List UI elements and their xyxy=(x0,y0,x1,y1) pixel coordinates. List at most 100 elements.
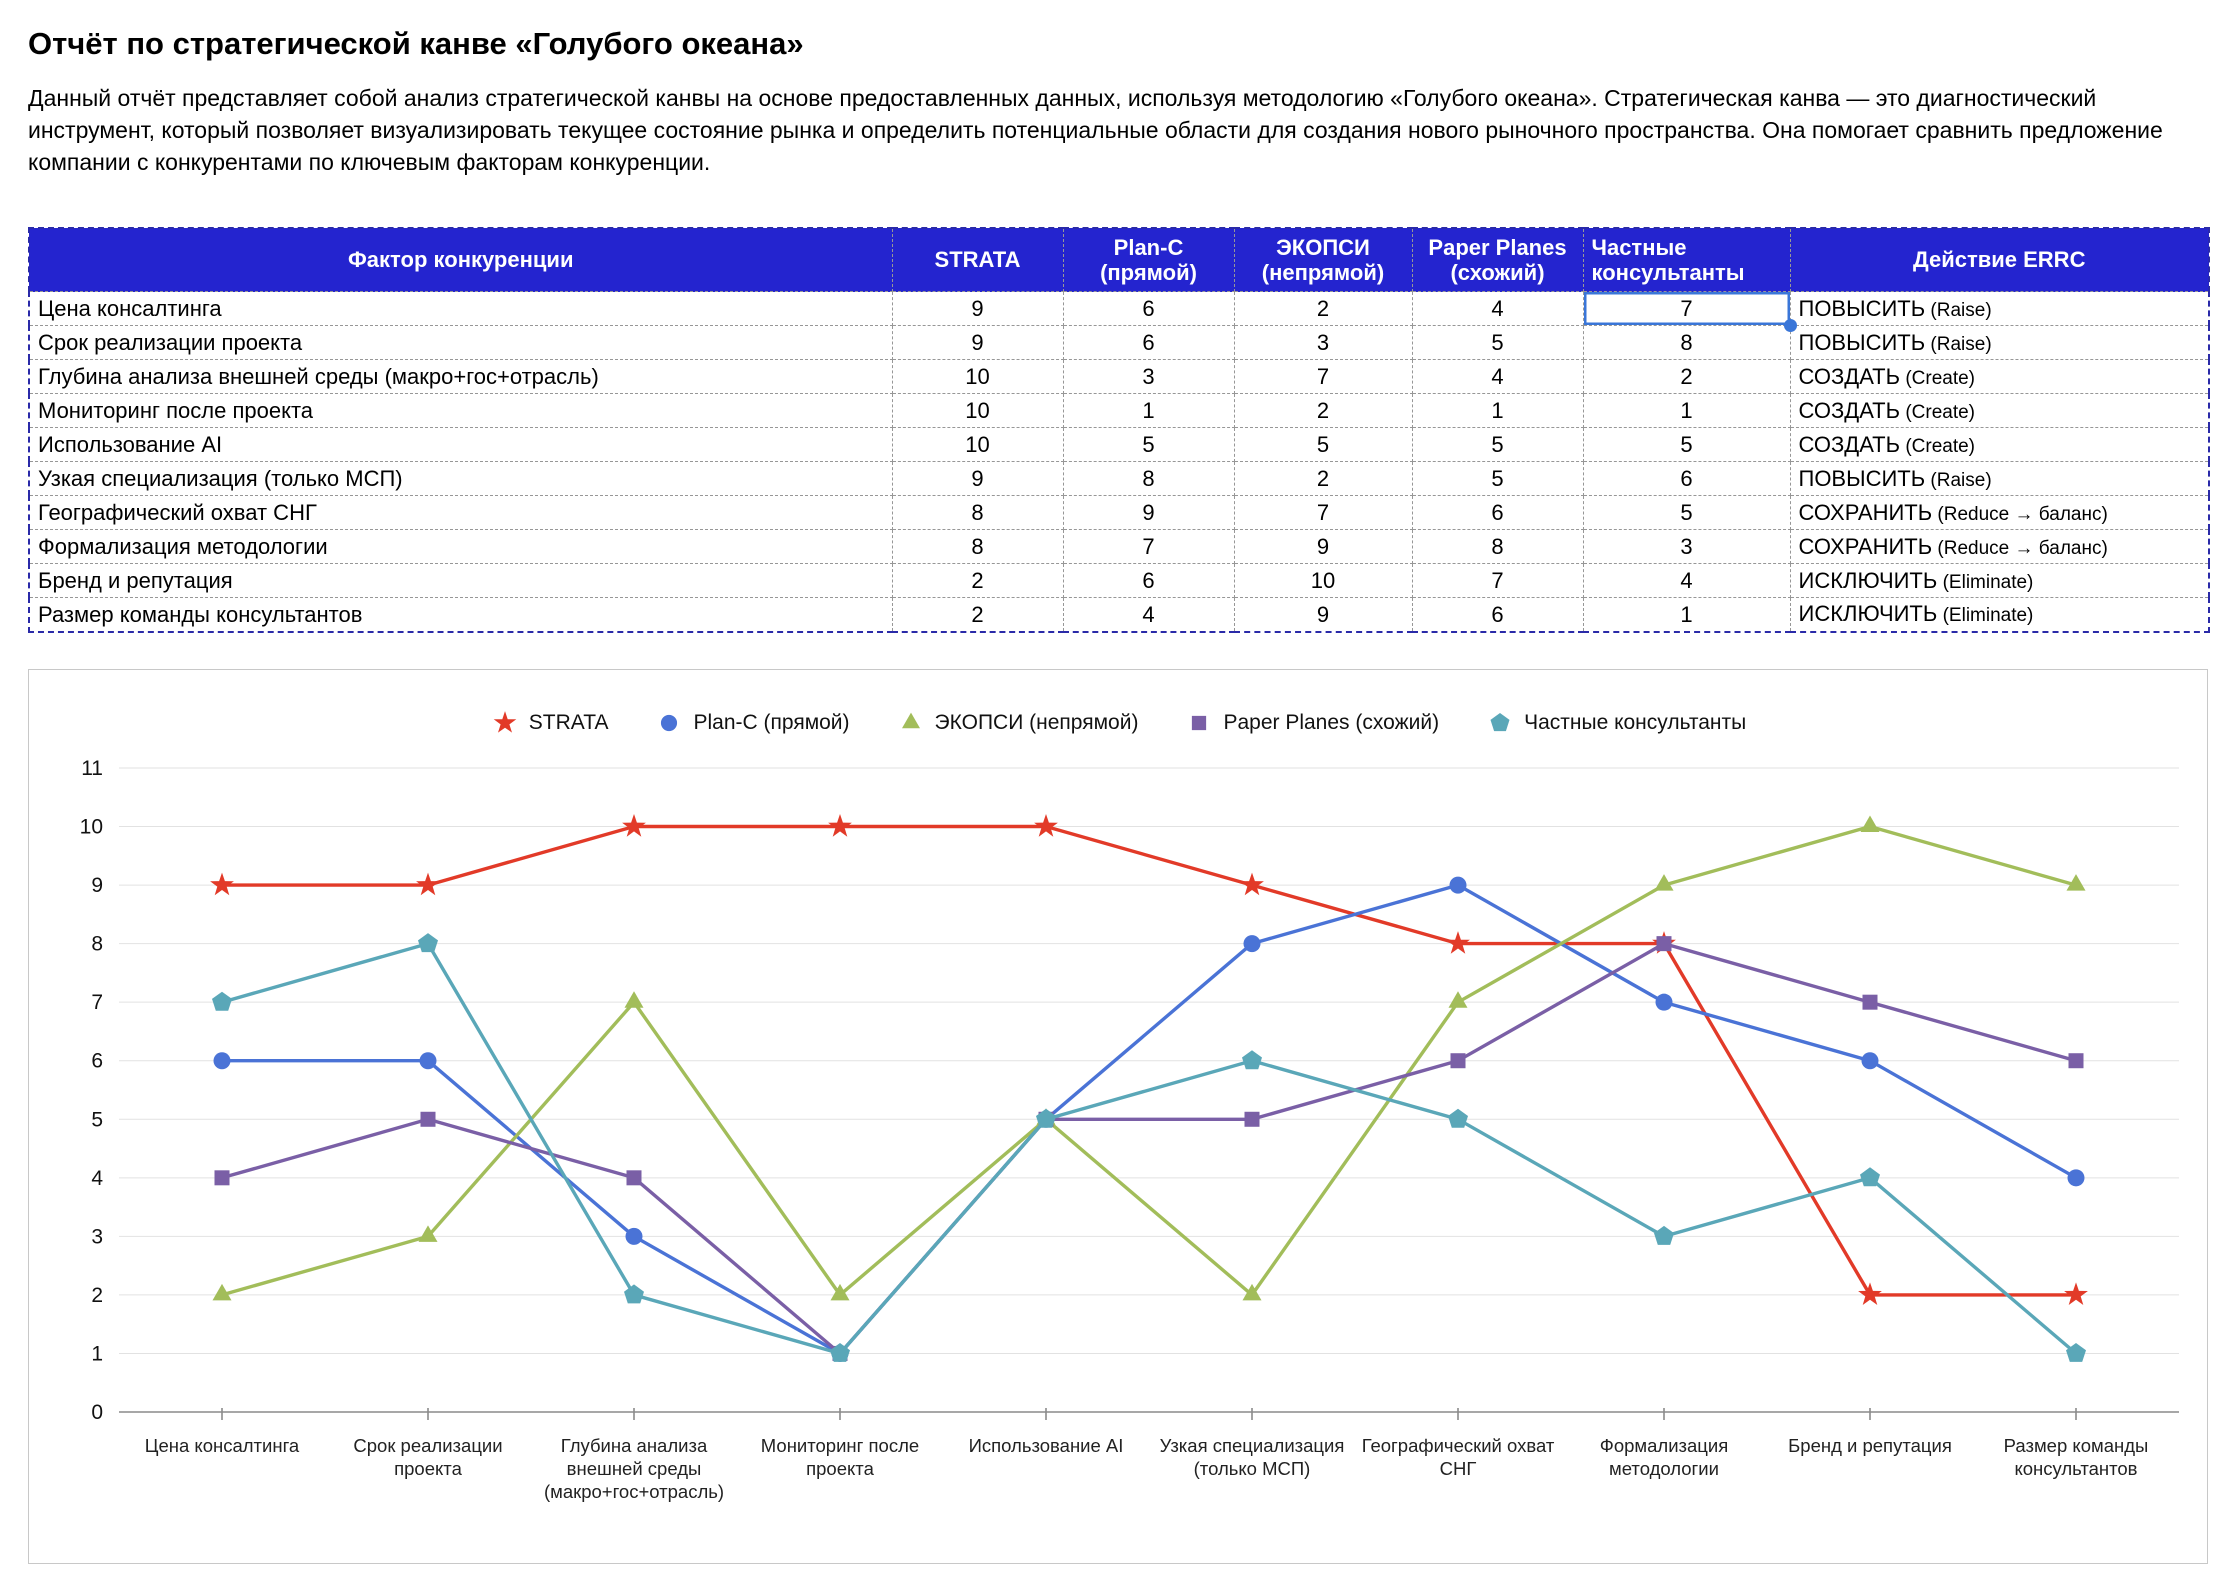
factor-cell[interactable]: Географический охват СНГ xyxy=(28,495,893,531)
value-cell[interactable]: 7 xyxy=(1233,495,1413,531)
gridlines: 0 1 2 3 4 5 6 7 8 9 10 11 xyxy=(80,757,2179,1424)
value-cell[interactable]: 5 xyxy=(1411,427,1584,463)
value-cell[interactable]: 2 xyxy=(1233,461,1413,497)
factor-cell[interactable]: Срок реализации проекта xyxy=(28,325,893,361)
column-header[interactable]: Фактор конкуренции xyxy=(28,227,893,293)
value-cell[interactable]: 10 xyxy=(891,393,1064,429)
value-cell[interactable]: 4 xyxy=(1582,563,1791,599)
errc-action-detail: (Eliminate) xyxy=(1937,571,2034,593)
errc-action-cell[interactable]: ПОВЫСИТЬ (Raise) xyxy=(1789,461,2210,497)
column-header[interactable]: Действие ERRC xyxy=(1789,227,2210,293)
column-header[interactable]: Paper Planes (схожий) xyxy=(1411,227,1584,293)
strategy-canvas-chart: 0 1 2 3 4 5 6 7 8 9 10 11 Цена консалтинга Срок реали… xyxy=(80,757,2179,1502)
value-cell[interactable]: 6 xyxy=(1062,291,1235,327)
value-cell[interactable]: 4 xyxy=(1062,597,1235,633)
value-cell[interactable]: 1 xyxy=(1062,393,1235,429)
strategy-canvas-chart-box[interactable]: STRATA Plan-C (прямой) ЭКОПСИ (непрямой) Pa… xyxy=(28,668,2208,1564)
value-cell[interactable]: 5 xyxy=(1062,427,1235,463)
value-cell[interactable]: 7 xyxy=(1062,529,1235,565)
errc-action-cell[interactable]: СОЗДАТЬ (Create) xyxy=(1789,359,2210,395)
value-cell[interactable]: 1 xyxy=(1411,393,1584,429)
factor-cell[interactable]: Цена консалтинга xyxy=(28,291,893,327)
value-cell[interactable]: 9 xyxy=(891,291,1064,327)
value-cell[interactable]: 10 xyxy=(891,359,1064,395)
value-cell[interactable]: 6 xyxy=(1582,461,1791,497)
value-cell[interactable]: 10 xyxy=(891,427,1064,463)
page-title: Отчёт по стратегической канве «Голубого … xyxy=(28,26,804,61)
svg-text:7: 7 xyxy=(91,991,103,1014)
value-cell[interactable]: 1 xyxy=(1582,393,1791,429)
value-cell[interactable]: 4 xyxy=(1411,291,1584,327)
errc-action-cell[interactable]: ИСКЛЮЧИТЬ (Eliminate) xyxy=(1789,563,2210,599)
value-cell[interactable]: 5 xyxy=(1233,427,1413,463)
value-cell[interactable]: 9 xyxy=(891,325,1064,361)
value-cell[interactable]: 9 xyxy=(1233,529,1413,565)
errc-action-cell[interactable]: СОХРАНИТЬ (Reduce → баланс) xyxy=(1789,529,2210,565)
value-cell[interactable]: 6 xyxy=(1062,563,1235,599)
factor-cell[interactable]: Бренд и репутация xyxy=(28,563,893,599)
pentagon-marker-icon xyxy=(1490,712,1510,731)
factor-cell[interactable]: Размер команды консультантов xyxy=(28,597,893,633)
factor-cell[interactable]: Глубина анализа внешней среды (макро+гос… xyxy=(28,359,893,395)
factor-cell[interactable]: Мониторинг после проекта xyxy=(28,393,893,429)
value-cell[interactable]: 2 xyxy=(1582,359,1791,395)
factor-cell[interactable]: Использование AI xyxy=(28,427,893,463)
legend-item: ЭКОПСИ (непрямой) xyxy=(896,710,1138,736)
value-cell[interactable]: 8 xyxy=(1062,461,1235,497)
column-header[interactable]: ЭКОПСИ (непрямой) xyxy=(1233,227,1413,293)
errc-action-label: ПОВЫСИТЬ xyxy=(1798,465,1926,491)
value-cell[interactable]: 5 xyxy=(1411,461,1584,497)
table-row: Размер команды консультантов 2 4 9 6 1 ИСКЛЮЧИ… xyxy=(28,597,2210,633)
value-cell[interactable]: 6 xyxy=(1411,495,1584,531)
series-star xyxy=(210,813,2088,1305)
selection-handle[interactable] xyxy=(1783,319,1797,333)
value-cell[interactable]: 10 xyxy=(1233,563,1413,599)
value-cell[interactable]: 9 xyxy=(1233,597,1413,633)
table-row: Бренд и репутация 2 6 10 7 4 ИСКЛЮЧИТЬ (Elimin… xyxy=(28,563,2210,599)
value-cell[interactable]: 8 xyxy=(1411,529,1584,565)
value-cell[interactable]: 4 xyxy=(1411,359,1584,395)
value-cell[interactable]: 7 xyxy=(1411,563,1584,599)
errc-action-cell[interactable]: ИСКЛЮЧИТЬ (Eliminate) xyxy=(1789,597,2210,633)
svg-text:Бренд и репутация: Бренд и репутация xyxy=(1788,1435,1952,1456)
value-cell[interactable]: 2 xyxy=(891,597,1064,633)
errc-action-cell[interactable]: ПОВЫСИТЬ (Raise) xyxy=(1789,291,2210,327)
svg-text:5: 5 xyxy=(91,1108,103,1131)
value-cell[interactable]: 7 xyxy=(1233,359,1413,395)
value-cell[interactable]: 9 xyxy=(891,461,1064,497)
column-header[interactable]: STRATA xyxy=(891,227,1064,293)
value-cell[interactable]: 5 xyxy=(1582,495,1791,531)
x-axis: Цена консалтинга Срок реализации проекта Гл… xyxy=(145,1407,2148,1502)
column-header[interactable]: Частные консультанты xyxy=(1582,227,1791,293)
value-cell[interactable]: 9 xyxy=(1062,495,1235,531)
value-cell[interactable]: 8 xyxy=(891,529,1064,565)
legend-item: Plan-C (прямой) xyxy=(654,710,850,736)
table-row: Глубина анализа внешней среды (макро+гос… xyxy=(28,359,2210,395)
value-cell[interactable]: 3 xyxy=(1062,359,1235,395)
value-cell[interactable]: 2 xyxy=(891,563,1064,599)
value-cell[interactable]: 2 xyxy=(1233,393,1413,429)
errc-action-cell[interactable]: СОЗДАТЬ (Create) xyxy=(1789,393,2210,429)
value-cell[interactable]: 8 xyxy=(1582,325,1791,361)
value-cell[interactable]: 7 xyxy=(1582,291,1797,333)
value-cell[interactable]: 5 xyxy=(1411,325,1584,361)
series-square xyxy=(214,935,2084,1361)
factor-cell[interactable]: Формализация методологии xyxy=(28,529,893,565)
value-cell[interactable]: 3 xyxy=(1233,325,1413,361)
legend-item: Paper Planes (схожий) xyxy=(1184,710,1439,736)
value-cell[interactable]: 5 xyxy=(1582,427,1791,463)
value-cell[interactable]: 6 xyxy=(1411,597,1584,633)
errc-action-cell[interactable]: СОЗДАТЬ (Create) xyxy=(1789,427,2210,463)
svg-text:9: 9 xyxy=(91,874,103,897)
factor-cell[interactable]: Узкая специализация (только МСП) xyxy=(28,461,893,497)
value-cell[interactable]: 8 xyxy=(891,495,1064,531)
value-cell[interactable]: 6 xyxy=(1062,325,1235,361)
value-cell[interactable]: 3 xyxy=(1582,529,1791,565)
svg-text:3: 3 xyxy=(91,1225,103,1248)
value-cell[interactable]: 2 xyxy=(1233,291,1413,327)
value-cell[interactable]: 1 xyxy=(1582,597,1791,633)
column-header[interactable]: Plan-C (прямой) xyxy=(1062,227,1235,293)
errc-action-cell[interactable]: ПОВЫСИТЬ (Raise) xyxy=(1789,325,2210,361)
errc-action-cell[interactable]: СОХРАНИТЬ (Reduce → баланс) xyxy=(1789,495,2210,531)
